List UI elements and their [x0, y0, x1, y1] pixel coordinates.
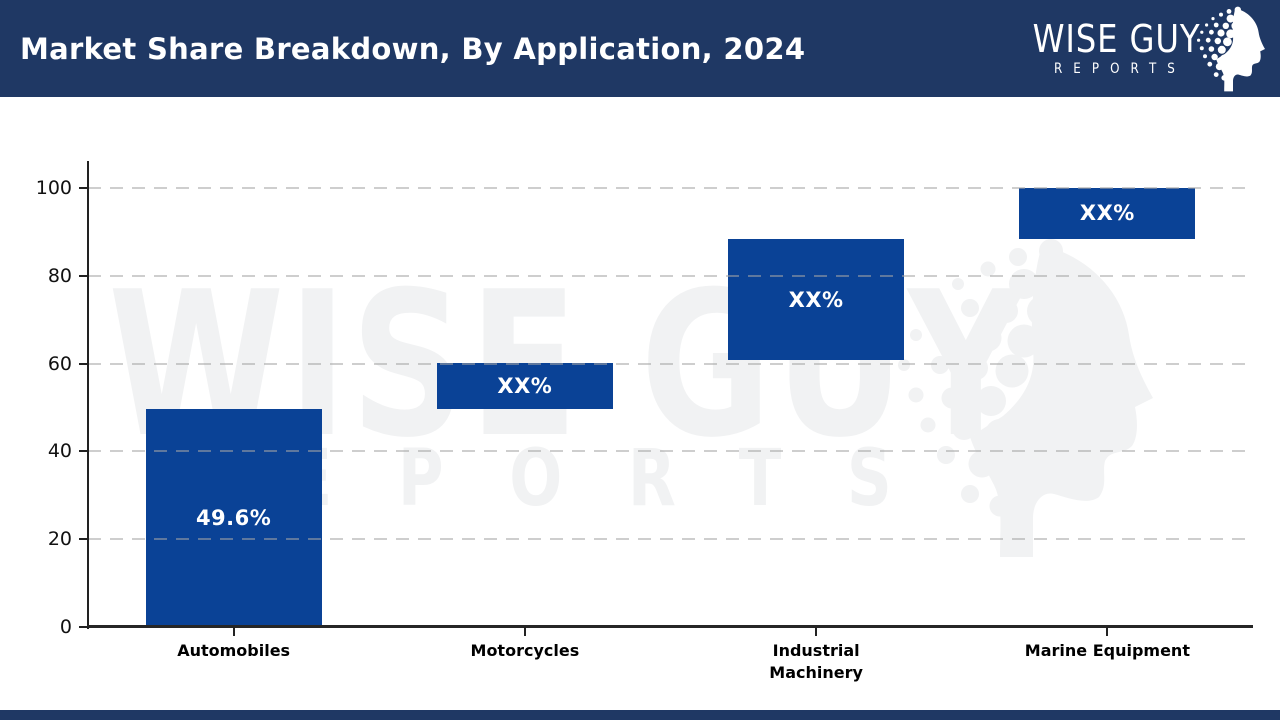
- y-tick-label-0: 0: [59, 616, 72, 638]
- brand-logo-text: WISE GUY REPORTS: [1032, 20, 1200, 77]
- brand-subtitle: REPORTS: [1053, 61, 1186, 77]
- y-tick-20: [79, 538, 88, 541]
- chart-area: WISE GUY REPORTS 0 20 40 60 80 100 49.6% Automo…: [0, 97, 1280, 710]
- gridline-80: [88, 274, 1253, 277]
- y-tick-label-20: 20: [47, 528, 72, 551]
- y-tick-label-80: 80: [47, 264, 72, 287]
- x-axis-label: Motorcycles: [470, 641, 580, 660]
- bar-value-label: XX%: [1079, 201, 1135, 226]
- y-tick-100: [79, 187, 88, 189]
- y-tick-label-100: 100: [35, 177, 72, 199]
- y-tick-label-60: 60: [47, 352, 72, 375]
- bar-segment: XX%: [436, 363, 613, 410]
- x-axis-line: [87, 625, 1253, 628]
- x-tick-2: [815, 627, 818, 636]
- x-tick-0: [232, 627, 235, 636]
- page-title: Market Share Breakdown, By Application, …: [20, 31, 806, 66]
- footer-bar: [0, 710, 1280, 720]
- bar-value-label: XX%: [497, 374, 553, 399]
- brand-logo: WISE GUY REPORTS: [1003, 5, 1270, 93]
- gridline-40: [88, 450, 1253, 453]
- bar-segment: XX%: [1019, 188, 1196, 239]
- y-tick-80: [79, 274, 88, 277]
- x-axis-label: Automobiles: [177, 641, 291, 660]
- gridline-60: [88, 362, 1253, 365]
- y-tick-label-40: 40: [47, 440, 72, 463]
- x-axis-label: Industrial Machinery: [769, 641, 863, 682]
- bar-segment: 49.6%: [145, 409, 322, 627]
- brand-name: WISE GUY: [1032, 17, 1200, 61]
- x-tick-3: [1106, 627, 1109, 636]
- y-tick-60: [79, 362, 88, 365]
- bar-value-label: XX%: [788, 287, 844, 312]
- header-bar: Market Share Breakdown, By Application, …: [0, 0, 1280, 97]
- bar-value-label: 49.6%: [195, 506, 272, 531]
- watermark-head-profile-icon: [898, 239, 1153, 557]
- gridline-20: [88, 538, 1253, 541]
- x-tick-1: [523, 627, 526, 636]
- y-tick-0: [79, 626, 88, 628]
- y-tick-40: [79, 450, 88, 453]
- y-axis-line: [87, 161, 89, 629]
- bar-segment: XX%: [728, 238, 905, 361]
- x-axis-label: Marine Equipment: [1024, 641, 1190, 660]
- head-profile-icon: [1197, 6, 1265, 91]
- gridline-100: [88, 187, 1253, 189]
